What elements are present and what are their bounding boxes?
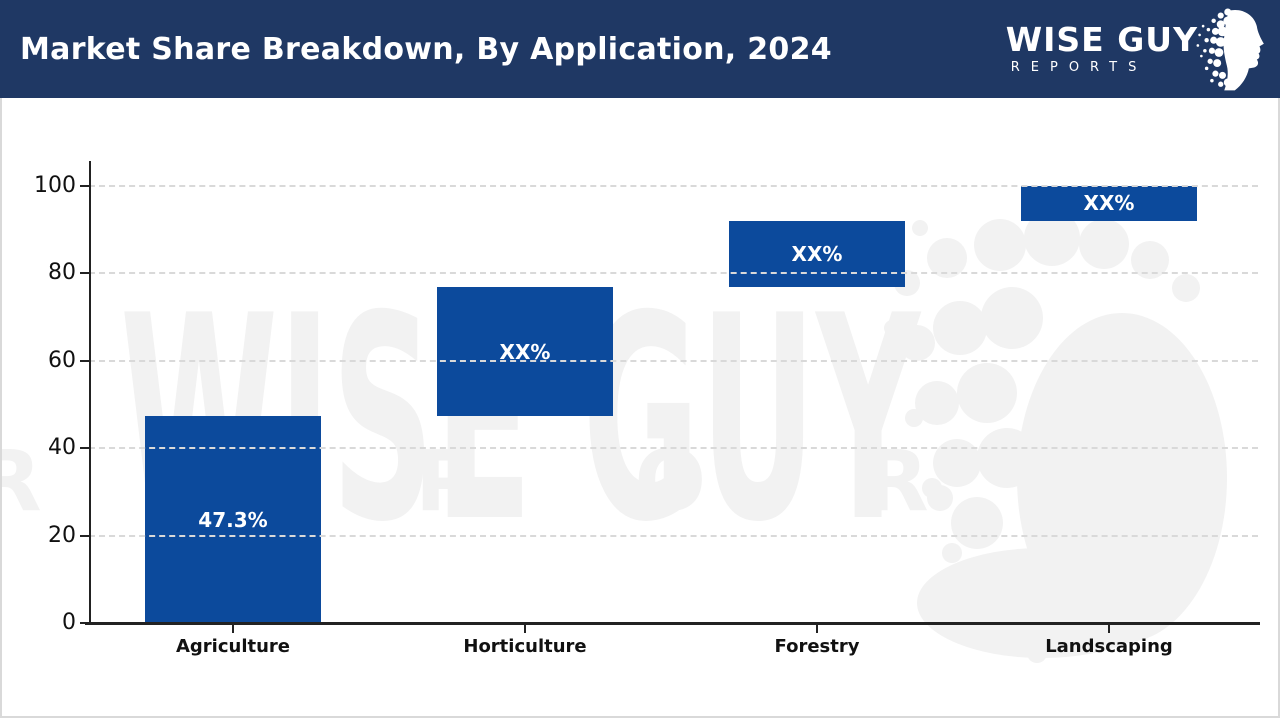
- y-tick-mark: [80, 184, 89, 187]
- plot: 0 20 40 60 80 100 47.3% Agriculture XX% Horticult…: [2, 98, 1278, 714]
- y-tick-mark: [80, 534, 89, 537]
- logo-tagline: REPORTS: [1010, 59, 1148, 75]
- y-tick-label: 40: [48, 435, 76, 460]
- y-tick-mark: [80, 622, 89, 624]
- y-tick-label: 100: [34, 172, 76, 198]
- bar-value-label-agriculture: 47.3%: [198, 507, 268, 532]
- bar-value-label-landscaping: XX%: [1083, 191, 1135, 216]
- header-bar: Market Share Breakdown, By Application, …: [0, 0, 1280, 98]
- y-axis-line: [89, 161, 91, 624]
- y-tick-mark: [80, 272, 89, 274]
- x-tick-label-horticulture: Horticulture: [463, 636, 587, 657]
- bar-horticulture: [437, 287, 613, 417]
- y-tick-mark: [80, 359, 89, 362]
- y-tick-label: 20: [48, 522, 76, 548]
- x-tick-label-landscaping: Landscaping: [1045, 636, 1173, 657]
- x-tick-mark: [524, 625, 526, 633]
- x-tick-mark: [1108, 625, 1110, 633]
- bar-landscaping: [1021, 185, 1197, 221]
- logo-text: WISE GUY REPORTS: [1006, 23, 1198, 75]
- gridline-80: [89, 272, 1258, 274]
- logo-head-icon: [1196, 8, 1264, 91]
- y-tick-label: 60: [48, 347, 76, 373]
- gridline-40: [89, 447, 1258, 449]
- gridline-60: [89, 359, 1258, 362]
- watermark-head-dots: [884, 210, 1227, 663]
- y-tick-label: 0: [62, 610, 76, 635]
- x-axis-line: [85, 622, 1260, 625]
- gridline-100: [89, 184, 1258, 187]
- x-tick-label-forestry: Forestry: [774, 636, 860, 657]
- bar-agriculture: [145, 416, 321, 623]
- y-tick-mark: [80, 447, 89, 449]
- gridline-20: [89, 534, 1258, 537]
- logo: WISE GUY REPORTS: [1006, 5, 1270, 93]
- x-tick-mark: [232, 625, 234, 633]
- page-title: Market Share Breakdown, By Application, …: [20, 31, 832, 67]
- bar-value-label-forestry: XX%: [791, 242, 843, 267]
- logo-wordmark: WISE GUY: [1005, 20, 1198, 60]
- y-tick-label: 80: [48, 260, 76, 285]
- bar-value-label-horticulture: XX%: [499, 339, 551, 364]
- bar-forestry: [729, 220, 905, 288]
- x-tick-mark: [816, 625, 818, 633]
- x-tick-label-agriculture: Agriculture: [175, 636, 291, 657]
